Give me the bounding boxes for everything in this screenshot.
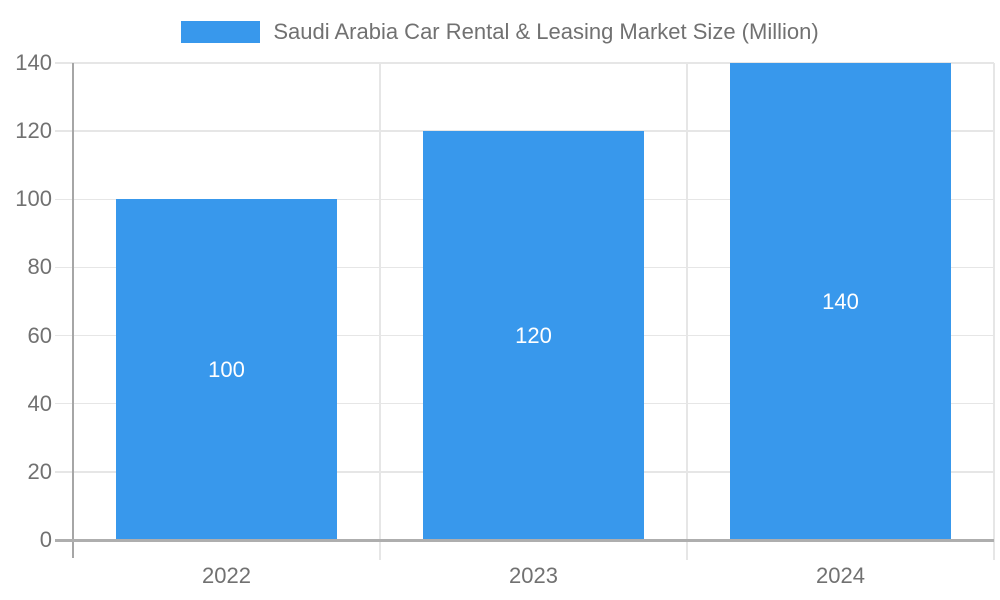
bar-2022[interactable] (115, 199, 337, 540)
gridline-x-boundary-1 (379, 63, 381, 560)
y-tick-label-40: 40 (27, 390, 52, 416)
gridline-x-boundary-3 (993, 63, 995, 560)
x-axis-baseline (55, 539, 994, 542)
bar-2024[interactable] (729, 63, 951, 540)
y-tick-label-100: 100 (15, 186, 52, 212)
y-tick-label-0: 0 (39, 527, 52, 552)
gridline-y-140 (55, 62, 994, 64)
legend-item[interactable]: Saudi Arabia Car Rental & Leasing Market… (181, 19, 819, 44)
gridline-x-boundary-2 (686, 63, 688, 560)
bar-2023[interactable] (422, 131, 644, 540)
y-tick-label-60: 60 (27, 322, 52, 348)
legend-swatch (181, 21, 261, 43)
y-tick-label-140: 140 (15, 50, 52, 75)
x-tick-label-2024: 2024 (816, 563, 865, 588)
x-tick-label-2023: 2023 (509, 563, 558, 588)
bar-value-label-2023: 120 (515, 322, 552, 348)
bar-value-label-2022: 100 (208, 356, 245, 382)
y-tick-label-120: 120 (15, 118, 52, 144)
legend-label: Saudi Arabia Car Rental & Leasing Market… (273, 19, 819, 44)
y-tick-label-20: 20 (27, 458, 52, 484)
x-tick-label-2022: 2022 (202, 563, 251, 588)
bar-value-label-2024: 140 (822, 288, 859, 314)
y-axis-line (72, 63, 74, 558)
legend: Saudi Arabia Car Rental & Leasing Market… (0, 20, 1000, 44)
y-tick-label-80: 80 (27, 254, 52, 280)
